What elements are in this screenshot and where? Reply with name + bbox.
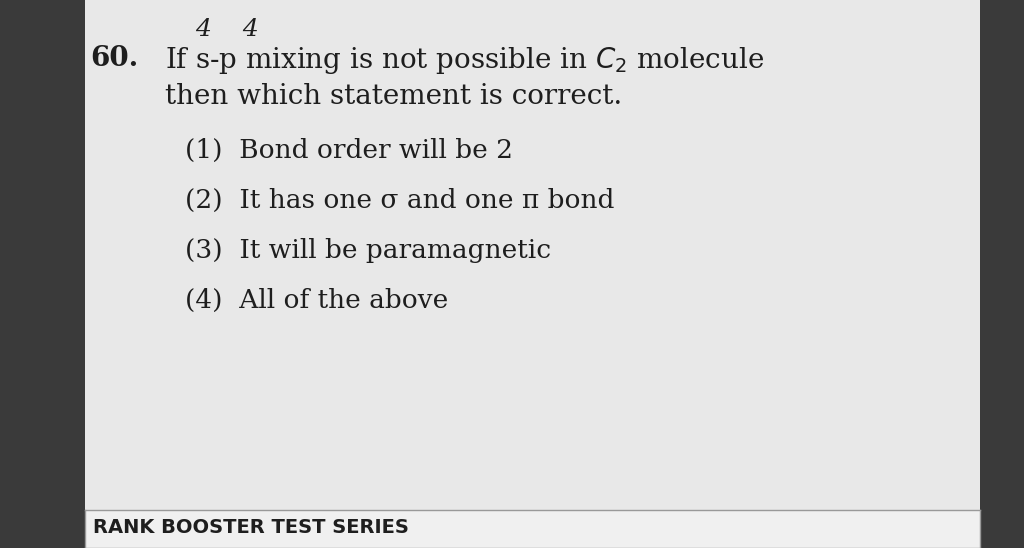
Text: (1)  Bond order will be 2: (1) Bond order will be 2	[185, 138, 513, 163]
Text: 4    4: 4 4	[195, 18, 259, 41]
Text: then which statement is correct.: then which statement is correct.	[165, 83, 623, 110]
Text: (2)  It has one σ and one π bond: (2) It has one σ and one π bond	[185, 188, 614, 213]
Text: (4)  All of the above: (4) All of the above	[185, 288, 449, 313]
Bar	[85, 0, 980, 510]
Bar	[85, 510, 980, 548]
Text: (3)  It will be paramagnetic: (3) It will be paramagnetic	[185, 238, 551, 263]
Bar	[0, 0, 85, 548]
Text: If s-p mixing is not possible in $C_2$ molecule: If s-p mixing is not possible in $C_2$ m…	[165, 45, 764, 76]
Bar	[980, 0, 1024, 548]
Text: 60.: 60.	[90, 45, 138, 72]
Text: RANK BOOSTER TEST SERIES: RANK BOOSTER TEST SERIES	[93, 518, 409, 537]
